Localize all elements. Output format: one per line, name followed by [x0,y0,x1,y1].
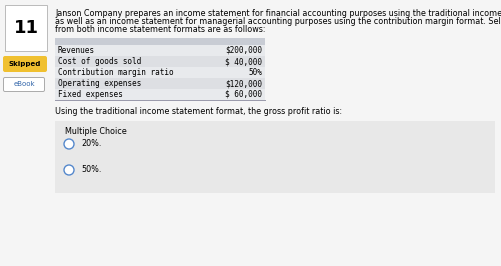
FancyBboxPatch shape [55,121,495,193]
Text: Revenues: Revenues [58,46,95,55]
FancyBboxPatch shape [55,78,265,89]
Text: 50%: 50% [248,68,262,77]
Text: from both income statement formats are as follows:: from both income statement formats are a… [55,25,266,34]
Text: Using the traditional income statement format, the gross profit ratio is:: Using the traditional income statement f… [55,107,342,116]
FancyBboxPatch shape [55,56,265,67]
FancyBboxPatch shape [55,38,265,45]
Text: Contribution margin ratio: Contribution margin ratio [58,68,174,77]
FancyBboxPatch shape [4,77,45,92]
Text: 11: 11 [14,19,39,37]
Circle shape [64,139,74,149]
Text: Multiple Choice: Multiple Choice [65,127,127,136]
Text: 50%.: 50%. [81,165,101,174]
Text: $200,000: $200,000 [225,46,262,55]
Text: Janson Company prepares an income statement for financial accounting purposes us: Janson Company prepares an income statem… [55,9,501,18]
Text: $ 60,000: $ 60,000 [225,90,262,99]
Text: Cost of goods sold: Cost of goods sold [58,57,141,66]
FancyBboxPatch shape [55,89,265,100]
FancyBboxPatch shape [55,45,265,56]
FancyBboxPatch shape [5,5,47,51]
Text: 20%.: 20%. [81,139,101,148]
Text: as well as an income statement for managerial accounting purposes using the cont: as well as an income statement for manag… [55,17,501,26]
Text: Fixed expenses: Fixed expenses [58,90,123,99]
Text: $120,000: $120,000 [225,79,262,88]
Text: $ 40,000: $ 40,000 [225,57,262,66]
FancyBboxPatch shape [55,67,265,78]
Text: eBook: eBook [13,81,35,88]
Text: Operating expenses: Operating expenses [58,79,141,88]
FancyBboxPatch shape [3,56,47,72]
Circle shape [64,165,74,175]
Text: Skipped: Skipped [9,61,41,67]
